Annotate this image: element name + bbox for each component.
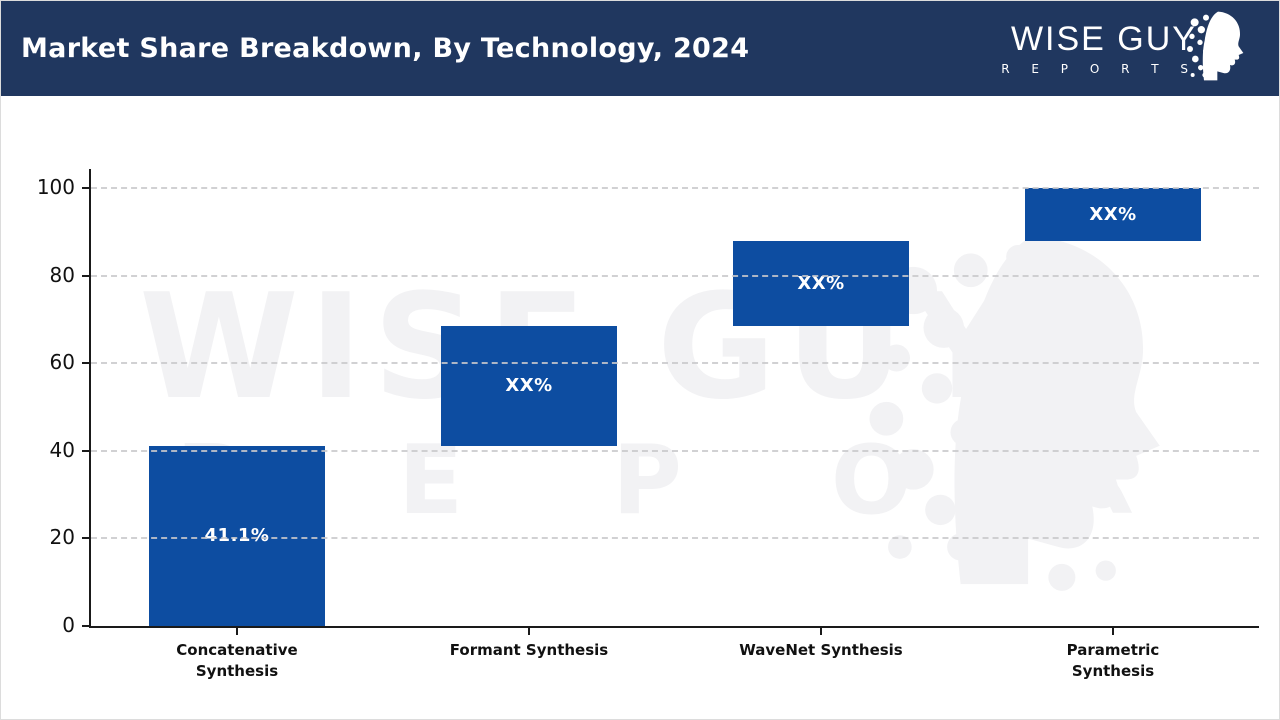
header-banner: Market Share Breakdown, By Technology, 2… bbox=[1, 1, 1279, 96]
brand-head-icon bbox=[1187, 11, 1244, 80]
bar-segment: 41.1% bbox=[149, 445, 325, 626]
brand-name: WISE GUY bbox=[1010, 20, 1197, 58]
brand-subname: R E P O R T S bbox=[1001, 62, 1197, 76]
bar-segment: XX% bbox=[1025, 188, 1201, 242]
bar-segment: XX% bbox=[441, 325, 617, 446]
watermark-head-icon bbox=[869, 236, 1160, 591]
bar-value-label: 41.1% bbox=[204, 525, 270, 547]
bar-value-label: XX% bbox=[1089, 204, 1137, 226]
brand-logo: WISE GUY R E P O R T S bbox=[1001, 9, 1253, 89]
bar-segment: XX% bbox=[733, 241, 909, 326]
bar-value-label: XX% bbox=[505, 375, 553, 397]
brand-logo-text: WISE GUY R E P O R T S bbox=[1001, 22, 1197, 75]
bar-value-label: XX% bbox=[797, 273, 845, 295]
page-title: Market Share Breakdown, By Technology, 2… bbox=[21, 33, 750, 64]
